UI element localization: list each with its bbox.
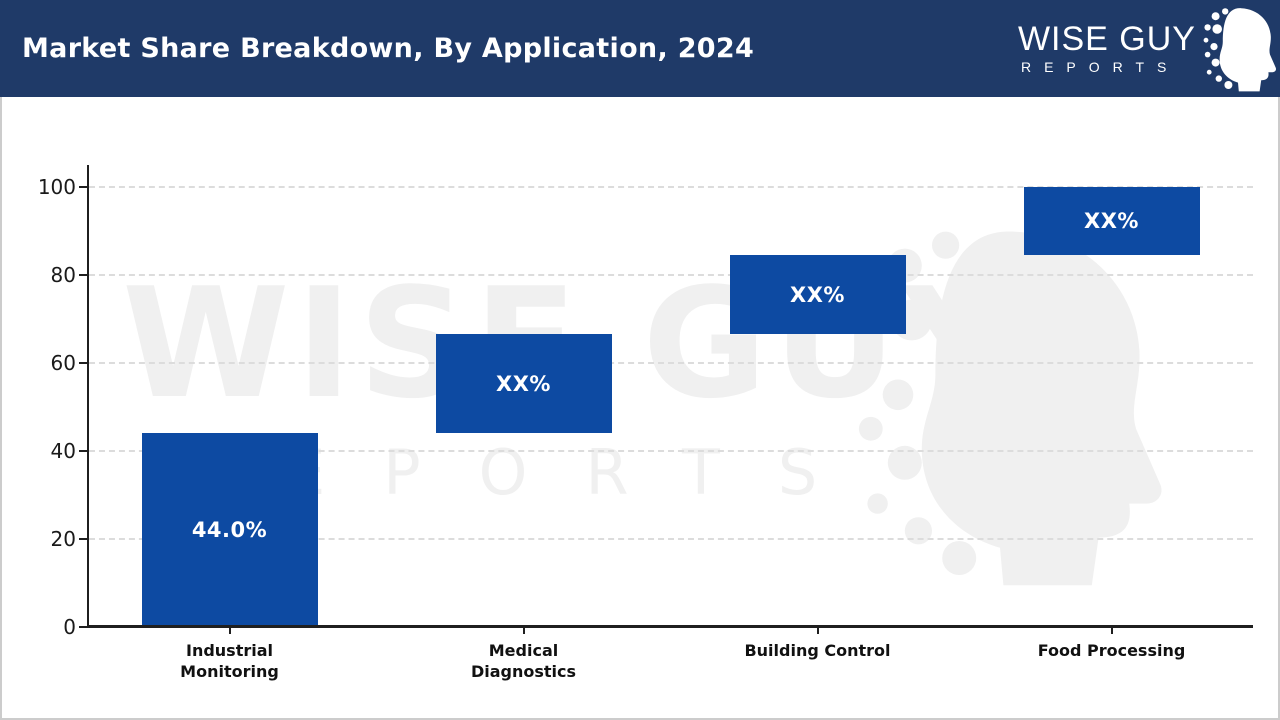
gridline <box>89 274 1253 276</box>
y-axis-spine <box>87 165 89 627</box>
brand-logo-text: WISE GUY REPORTS <box>1018 22 1196 75</box>
category-label-line: Medical <box>488 641 559 660</box>
x-tick-mark <box>816 628 819 634</box>
gridline <box>89 538 1253 540</box>
right-border <box>1278 97 1280 720</box>
bar-medical-diagnostics: XX% <box>435 334 612 434</box>
bottom-border <box>0 718 1280 720</box>
x-tick-mark <box>522 628 525 634</box>
header: Market Share Breakdown, By Application, … <box>0 0 1280 97</box>
category-label: Medical Diagnostics <box>399 640 649 682</box>
y-tick-mark <box>79 626 87 628</box>
bar-value-label: XX% <box>496 371 551 396</box>
category-label: Building Control <box>693 640 943 661</box>
left-border <box>0 97 2 720</box>
bar-building-control: XX% <box>729 255 906 335</box>
y-tick-mark <box>79 450 87 452</box>
y-tick-mark <box>79 362 87 364</box>
bar-industrial-monitoring: 44.0% <box>141 433 318 627</box>
x-tick-mark <box>228 628 231 634</box>
category-label-line: Industrial <box>185 641 273 660</box>
category-label: Food Processing <box>987 640 1237 661</box>
brand-head-icon <box>1198 5 1278 93</box>
y-tick-label: 80 <box>50 263 76 287</box>
x-axis-spine <box>87 625 1253 628</box>
category-label-line: Food Processing <box>1037 641 1186 660</box>
category-label-line: Diagnostics <box>470 662 577 681</box>
gridline <box>89 186 1253 188</box>
brand-name: WISE GUY <box>1017 20 1196 58</box>
brand-logo: WISE GUY REPORTS <box>1018 5 1280 93</box>
y-tick-label: 40 <box>50 439 76 463</box>
gridline <box>89 450 1253 452</box>
brand-subtitle: REPORTS <box>1020 59 1180 75</box>
gridline <box>89 362 1253 364</box>
category-label-line: Monitoring <box>180 662 279 681</box>
y-tick-mark <box>79 186 87 188</box>
y-tick-label: 100 <box>37 175 76 199</box>
bar-food-processing: XX% <box>1023 187 1200 256</box>
bar-value-label: 44.0% <box>191 518 268 543</box>
y-tick-mark <box>79 538 87 540</box>
page-title: Market Share Breakdown, By Application, … <box>22 33 755 64</box>
x-tick-mark <box>1110 628 1113 634</box>
category-label-line: Building Control <box>744 641 891 660</box>
bar-value-label: XX% <box>1084 209 1139 234</box>
y-tick-label: 0 <box>63 615 76 639</box>
category-label: Industrial Monitoring <box>105 640 355 682</box>
y-tick-mark <box>79 274 87 276</box>
y-tick-label: 20 <box>50 527 76 551</box>
bar-value-label: XX% <box>790 282 845 307</box>
y-tick-label: 60 <box>50 351 76 375</box>
